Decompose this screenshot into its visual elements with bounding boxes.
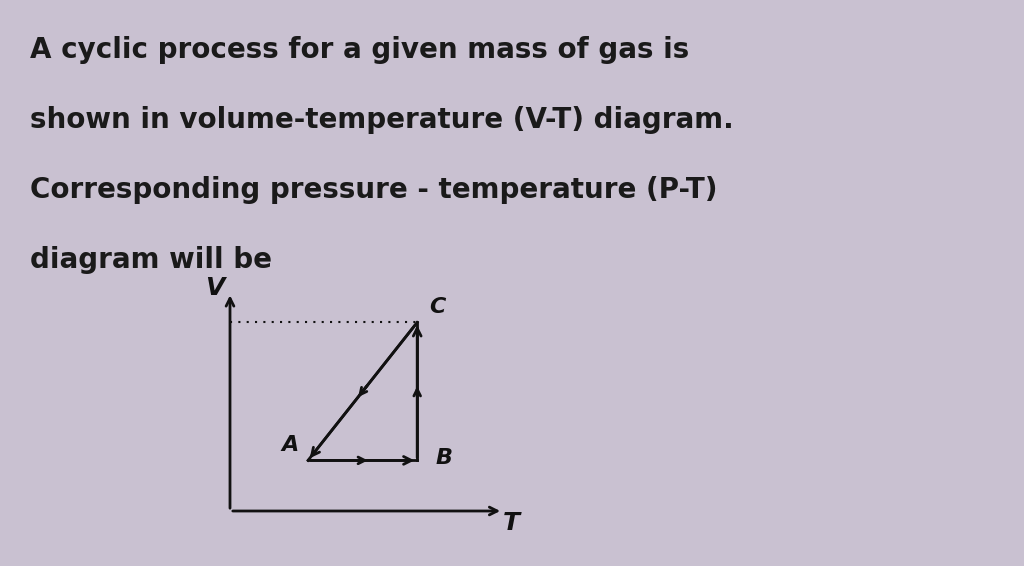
Text: shown in volume-temperature (V-T) diagram.: shown in volume-temperature (V-T) diagra… (30, 106, 734, 134)
Text: A: A (282, 435, 299, 456)
Text: Corresponding pressure - temperature (P-T): Corresponding pressure - temperature (P-… (30, 176, 718, 204)
Text: C: C (429, 297, 445, 318)
Text: diagram will be: diagram will be (30, 246, 272, 274)
Text: B: B (435, 448, 453, 469)
Text: A cyclic process for a given mass of gas is: A cyclic process for a given mass of gas… (30, 36, 689, 64)
Text: V: V (205, 276, 224, 300)
Text: T: T (503, 511, 519, 534)
